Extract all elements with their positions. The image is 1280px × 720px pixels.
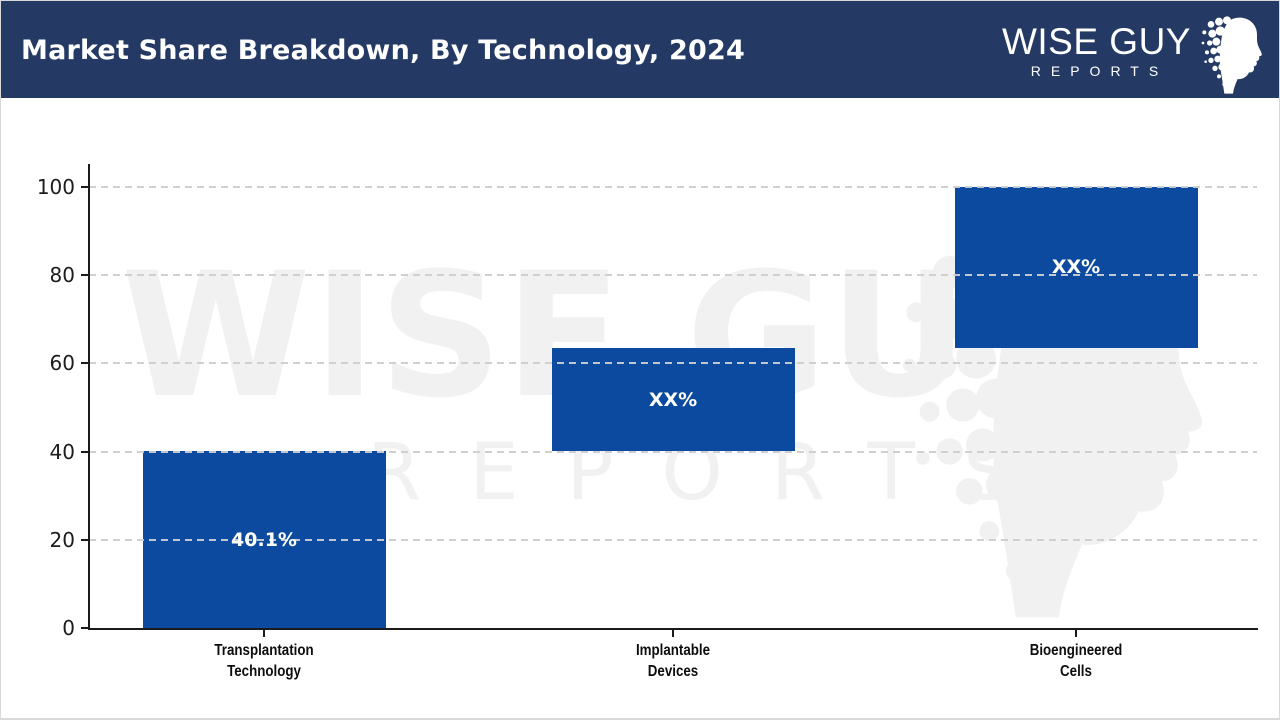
y-axis-spine: [88, 164, 90, 630]
x-category-label: Bioengineered Cells: [1029, 642, 1123, 680]
chart-title: Market Share Breakdown, By Technology, 2…: [21, 35, 746, 66]
logo-name-text: WISE GUY: [1001, 21, 1191, 62]
x-category-label: Transplantation Technology: [214, 642, 314, 680]
dotted-face-icon: [1197, 15, 1265, 95]
y-tick-mark: [81, 450, 89, 453]
bar-value-label: XX%: [1051, 256, 1101, 279]
logo-text: WISE GUY REPORTS: [1001, 21, 1191, 79]
y-tick-label: 80: [49, 263, 75, 288]
plot-area: WISE GUY REPORTS 0 20 40 60 80 100 40.1% XX% XX%…: [1, 98, 1279, 718]
y-tick-label: 60: [49, 351, 75, 376]
y-tick-label: 40: [49, 439, 75, 464]
bar-3: [954, 187, 1198, 348]
y-tick-mark: [81, 362, 89, 365]
gridline-y40: [89, 450, 1257, 453]
gridline-y80: [89, 274, 1257, 277]
y-tick-mark: [81, 538, 89, 541]
x-tick-mark: [263, 630, 265, 637]
y-tick-mark: [81, 274, 89, 277]
y-tick-label: 20: [49, 527, 75, 552]
bar-value-label: XX%: [648, 388, 698, 411]
y-tick-label: 100: [36, 175, 75, 199]
x-tick-mark: [672, 630, 674, 637]
x-tick-mark: [1075, 630, 1077, 637]
gridline-y100: [89, 186, 1257, 188]
gridline-y20: [89, 538, 1257, 541]
y-tick-mark: [81, 627, 89, 629]
gridline-y60: [89, 362, 1257, 365]
logo-sub-text: REPORTS: [1030, 62, 1169, 79]
bar-value-label: 40.1%: [231, 528, 297, 551]
x-category-label: Implantable Devices: [635, 642, 711, 680]
y-tick-mark: [81, 186, 89, 188]
y-tick-label: 0: [62, 616, 75, 640]
x-axis-spine: [88, 628, 1258, 630]
bar-2: [551, 347, 795, 452]
wise-guy-reports-logo: WISE GUY REPORTS: [1002, 7, 1269, 95]
header-bar: Market Share Breakdown, By Technology, 2…: [1, 1, 1279, 98]
